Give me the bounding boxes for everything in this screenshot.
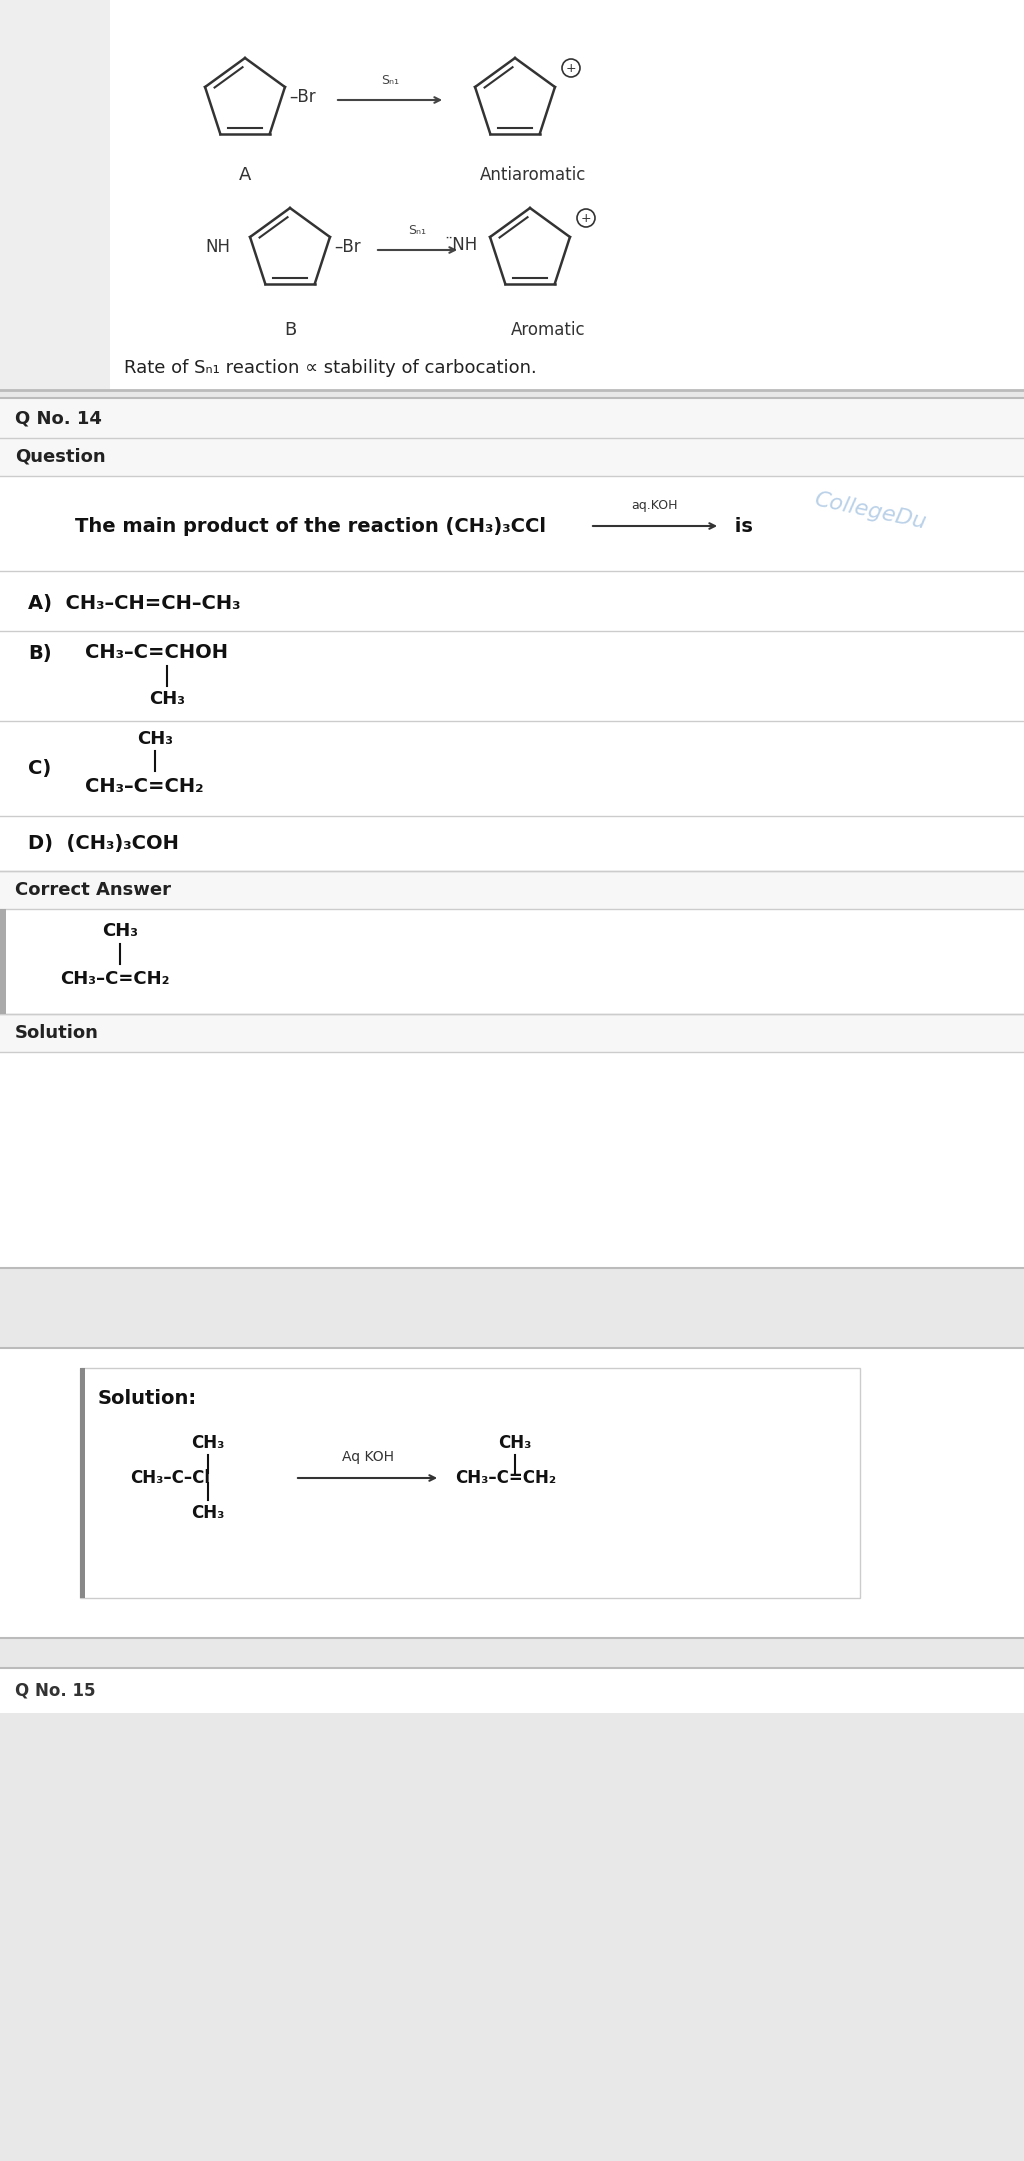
Text: Q No. 15: Q No. 15 [15,1681,95,1699]
Text: CH₃: CH₃ [191,1435,224,1452]
Text: Aq KOH: Aq KOH [341,1450,393,1463]
Bar [0,1269,1024,1348]
Text: CH₃–C=CH₂: CH₃–C=CH₂ [455,1469,556,1487]
Text: B: B [284,322,296,339]
Text: Solution: Solution [15,1024,99,1042]
Text: B): B) [28,644,51,663]
Text: NH: NH [205,238,230,255]
Text: CH₃: CH₃ [102,923,138,940]
Text: –Br: –Br [289,89,315,106]
Text: +: + [565,61,577,73]
Text: Question: Question [15,447,105,467]
Text: Aromatic: Aromatic [511,322,586,339]
Text: CH₃–C=CHOH: CH₃–C=CHOH [85,644,228,663]
Bar [80,1368,85,1597]
Text: Sₙ₁: Sₙ₁ [381,73,399,86]
Bar [0,871,1024,910]
Text: CH₃–C–Cl: CH₃–C–Cl [130,1469,210,1487]
Bar [80,1368,860,1597]
Text: Sₙ₁: Sₙ₁ [409,225,427,238]
Bar [0,1638,1024,1668]
Text: +: + [581,212,591,225]
Text: Solution:: Solution: [98,1390,198,1407]
Text: Antiaromatic: Antiaromatic [480,166,586,184]
Text: CH₃: CH₃ [150,689,185,709]
Bar [0,1348,1024,1638]
Bar [0,1014,1024,1052]
Text: CH₃: CH₃ [499,1435,531,1452]
Text: A)  CH₃–CH=CH–CH₃: A) CH₃–CH=CH–CH₃ [28,594,241,614]
Text: aq.KOH: aq.KOH [632,499,678,512]
Bar [0,389,1024,398]
Text: C): C) [28,759,51,778]
Bar [0,910,6,1014]
Text: CH₃–C=CH₂: CH₃–C=CH₂ [85,776,204,795]
Bar [0,398,1024,1269]
Text: CH₃: CH₃ [191,1504,224,1521]
Bar [0,398,1024,439]
Text: The main product of the reaction (CH₃)₃CCl: The main product of the reaction (CH₃)₃C… [75,516,546,536]
Text: Q No. 14: Q No. 14 [15,408,101,428]
Text: CH₃: CH₃ [137,730,173,748]
Text: is: is [728,516,753,536]
Text: –Br: –Br [334,238,360,255]
Text: D)  (CH₃)₃COH: D) (CH₃)₃COH [28,834,179,854]
Bar [0,1052,1024,1269]
Bar [0,439,1024,475]
Bar [0,1714,1024,2161]
Bar [0,1668,1024,1714]
Bar [0,0,110,389]
Text: CH₃–C=CH₂: CH₃–C=CH₂ [60,970,170,988]
Text: Correct Answer: Correct Answer [15,882,171,899]
Bar [0,0,1024,389]
Text: ¨NH: ¨NH [444,236,478,255]
Text: CollegeDu: CollegeDu [812,488,928,532]
Text: A: A [239,166,251,184]
Text: Rate of Sₙ₁ reaction ∝ stability of carbocation.: Rate of Sₙ₁ reaction ∝ stability of carb… [124,359,537,376]
